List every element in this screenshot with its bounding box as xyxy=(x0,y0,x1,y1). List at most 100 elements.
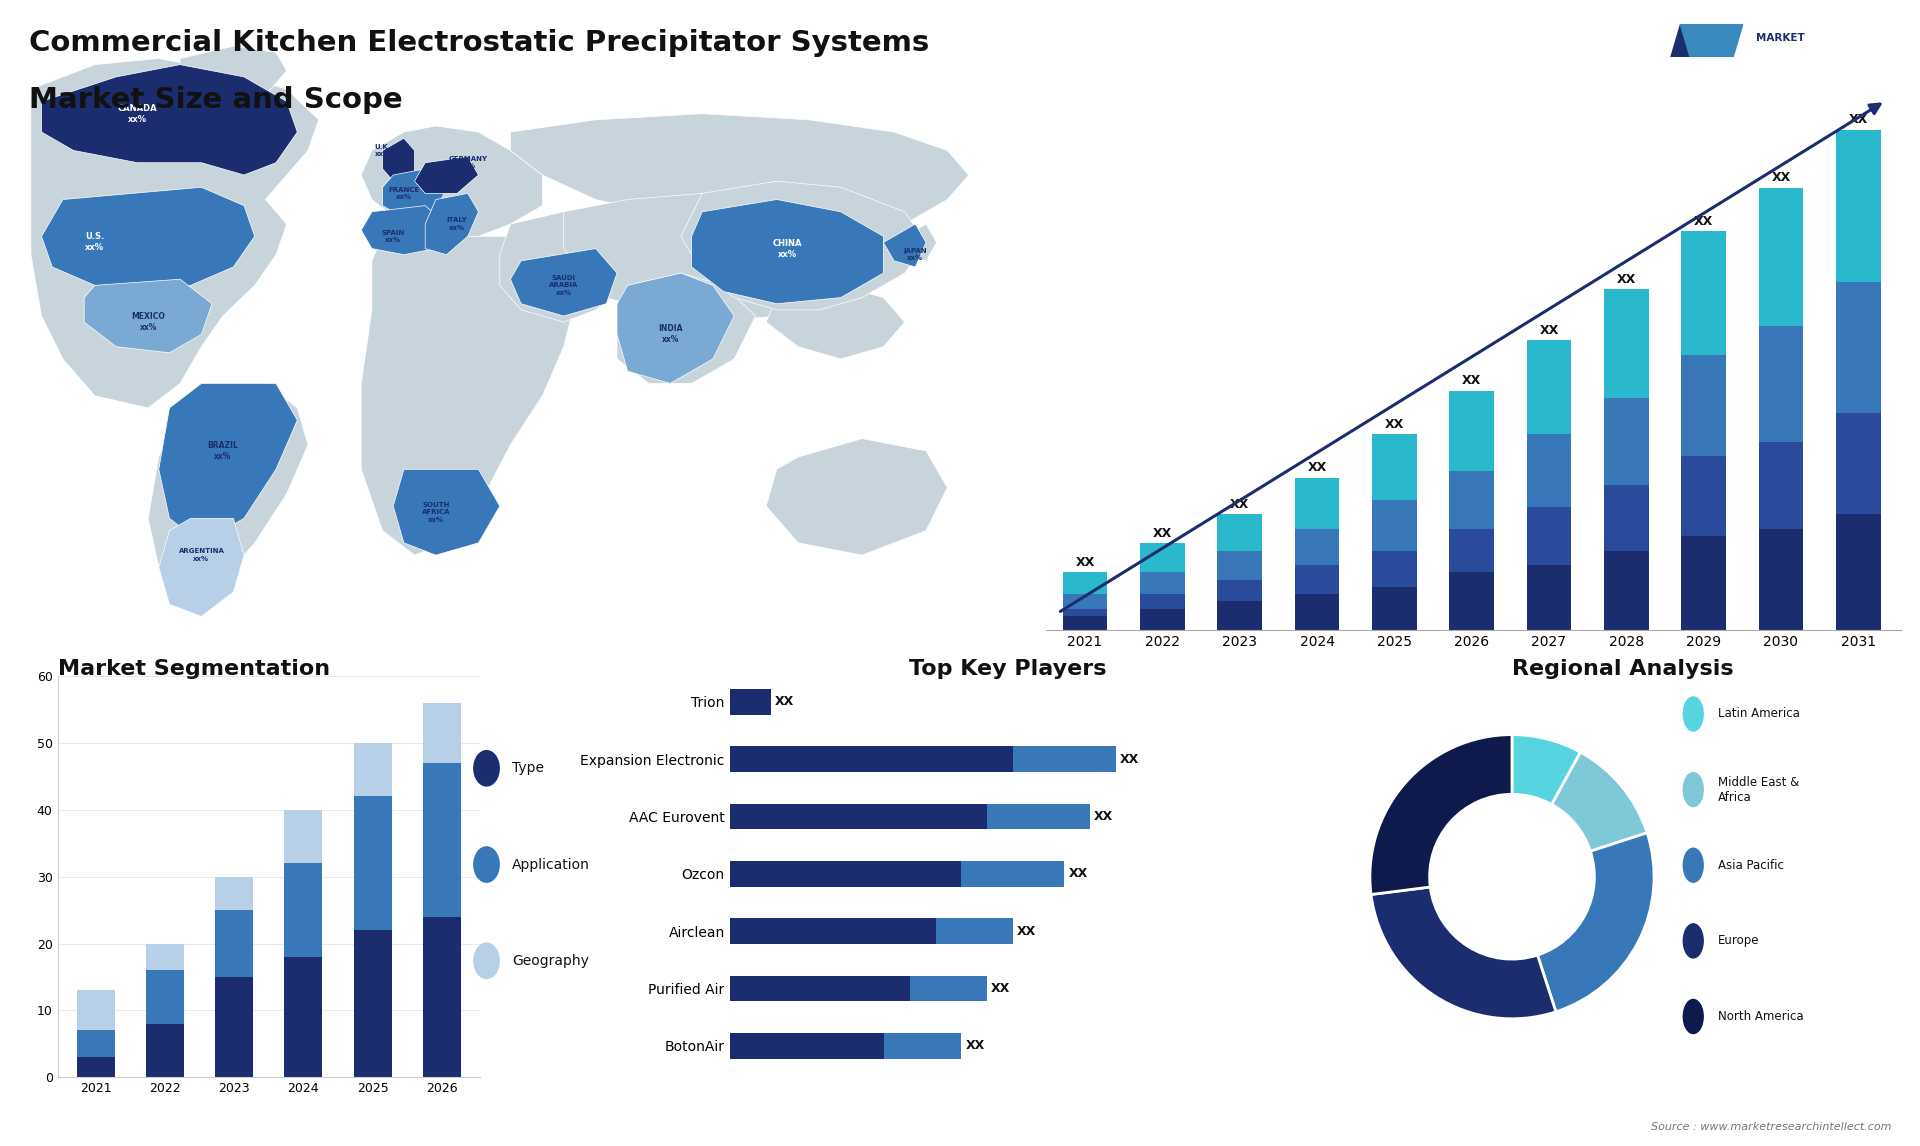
Bar xyxy=(1140,543,1185,572)
Bar xyxy=(1682,456,1726,536)
Text: XX: XX xyxy=(1152,527,1171,540)
Bar xyxy=(730,918,935,944)
Bar xyxy=(353,796,392,931)
Bar xyxy=(146,971,184,1023)
Bar xyxy=(353,931,392,1077)
Text: XX: XX xyxy=(1849,113,1868,126)
Bar xyxy=(1603,550,1649,630)
Text: Middle East &
Africa: Middle East & Africa xyxy=(1718,776,1799,803)
Bar xyxy=(1294,565,1340,594)
Text: Source : www.marketresearchintellect.com: Source : www.marketresearchintellect.com xyxy=(1651,1122,1891,1132)
Text: INDIA
xx%: INDIA xx% xyxy=(659,324,682,345)
Wedge shape xyxy=(1371,887,1555,1019)
Polygon shape xyxy=(1680,25,1743,131)
Bar xyxy=(1140,572,1185,594)
Bar xyxy=(1603,398,1649,485)
Bar xyxy=(77,990,115,1030)
Text: XX: XX xyxy=(776,696,795,708)
Text: XX: XX xyxy=(1068,868,1087,880)
Text: U.S.
xx%: U.S. xx% xyxy=(84,233,104,252)
Polygon shape xyxy=(415,157,478,194)
Text: XX: XX xyxy=(1094,810,1114,823)
Text: XX: XX xyxy=(1018,925,1037,937)
Polygon shape xyxy=(766,285,904,359)
Text: Application: Application xyxy=(513,857,589,872)
Text: XX: XX xyxy=(1693,214,1713,228)
Bar xyxy=(1140,594,1185,609)
Wedge shape xyxy=(1511,735,1580,804)
Bar xyxy=(1217,602,1261,630)
Bar xyxy=(1603,485,1649,550)
Polygon shape xyxy=(564,194,841,322)
Polygon shape xyxy=(361,126,543,236)
Bar xyxy=(1373,550,1417,587)
Bar xyxy=(1062,594,1108,609)
Text: RESEARCH: RESEARCH xyxy=(1755,70,1818,79)
Text: XX: XX xyxy=(1772,171,1791,185)
Bar xyxy=(1450,572,1494,630)
Bar xyxy=(1759,325,1803,441)
Text: MEXICO
xx%: MEXICO xx% xyxy=(131,312,165,332)
Bar xyxy=(1526,434,1571,507)
Polygon shape xyxy=(1649,25,1711,131)
Bar xyxy=(910,975,987,1002)
Bar xyxy=(284,957,323,1077)
Text: U.K.
xx%: U.K. xx% xyxy=(374,143,392,157)
Polygon shape xyxy=(691,199,883,304)
Bar xyxy=(730,746,1014,772)
Polygon shape xyxy=(382,168,447,218)
Bar xyxy=(1450,391,1494,471)
Bar xyxy=(215,877,253,910)
Polygon shape xyxy=(361,205,447,254)
Text: SPAIN
xx%: SPAIN xx% xyxy=(382,229,405,243)
Polygon shape xyxy=(499,212,628,322)
Bar xyxy=(1836,282,1882,413)
Bar xyxy=(1526,565,1571,630)
Text: Type: Type xyxy=(513,761,543,776)
Bar xyxy=(1014,746,1116,772)
Polygon shape xyxy=(904,223,937,261)
Bar xyxy=(1294,594,1340,630)
Text: SOUTH
AFRICA
xx%: SOUTH AFRICA xx% xyxy=(422,502,449,523)
Text: Latin America: Latin America xyxy=(1718,707,1799,721)
Text: GERMANY
xx%: GERMANY xx% xyxy=(447,156,488,170)
Text: XX: XX xyxy=(991,982,1010,995)
Bar xyxy=(1373,434,1417,500)
Text: FRANCE
xx%: FRANCE xx% xyxy=(388,187,419,201)
Text: XX: XX xyxy=(1617,273,1636,285)
Text: XX: XX xyxy=(1384,418,1404,431)
Text: XX: XX xyxy=(1308,462,1327,474)
Bar xyxy=(1603,290,1649,398)
Circle shape xyxy=(474,943,499,979)
Bar xyxy=(1450,471,1494,528)
Polygon shape xyxy=(31,58,319,408)
Bar xyxy=(730,861,962,887)
Bar xyxy=(1217,550,1261,580)
Bar xyxy=(962,861,1064,887)
Polygon shape xyxy=(42,64,298,175)
Circle shape xyxy=(1684,924,1703,958)
Bar xyxy=(1836,129,1882,282)
Bar xyxy=(284,863,323,957)
Text: Top Key Players: Top Key Players xyxy=(910,659,1106,678)
Bar xyxy=(353,743,392,796)
Bar xyxy=(1682,536,1726,630)
Bar xyxy=(935,918,1014,944)
Text: Europe: Europe xyxy=(1718,934,1759,948)
Bar xyxy=(215,910,253,976)
Text: Commercial Kitchen Electrostatic Precipitator Systems: Commercial Kitchen Electrostatic Precipi… xyxy=(29,29,929,56)
Bar xyxy=(146,943,184,971)
Bar xyxy=(1450,528,1494,572)
Bar xyxy=(1217,515,1261,550)
Circle shape xyxy=(474,751,499,786)
Text: XX: XX xyxy=(1540,323,1559,337)
Bar xyxy=(1526,507,1571,565)
Circle shape xyxy=(1684,772,1703,807)
Text: Regional Analysis: Regional Analysis xyxy=(1511,659,1734,678)
Polygon shape xyxy=(682,181,925,309)
Bar xyxy=(1140,609,1185,630)
Bar xyxy=(883,1033,962,1059)
Bar xyxy=(1294,478,1340,528)
Bar xyxy=(77,1057,115,1077)
Circle shape xyxy=(1684,697,1703,731)
